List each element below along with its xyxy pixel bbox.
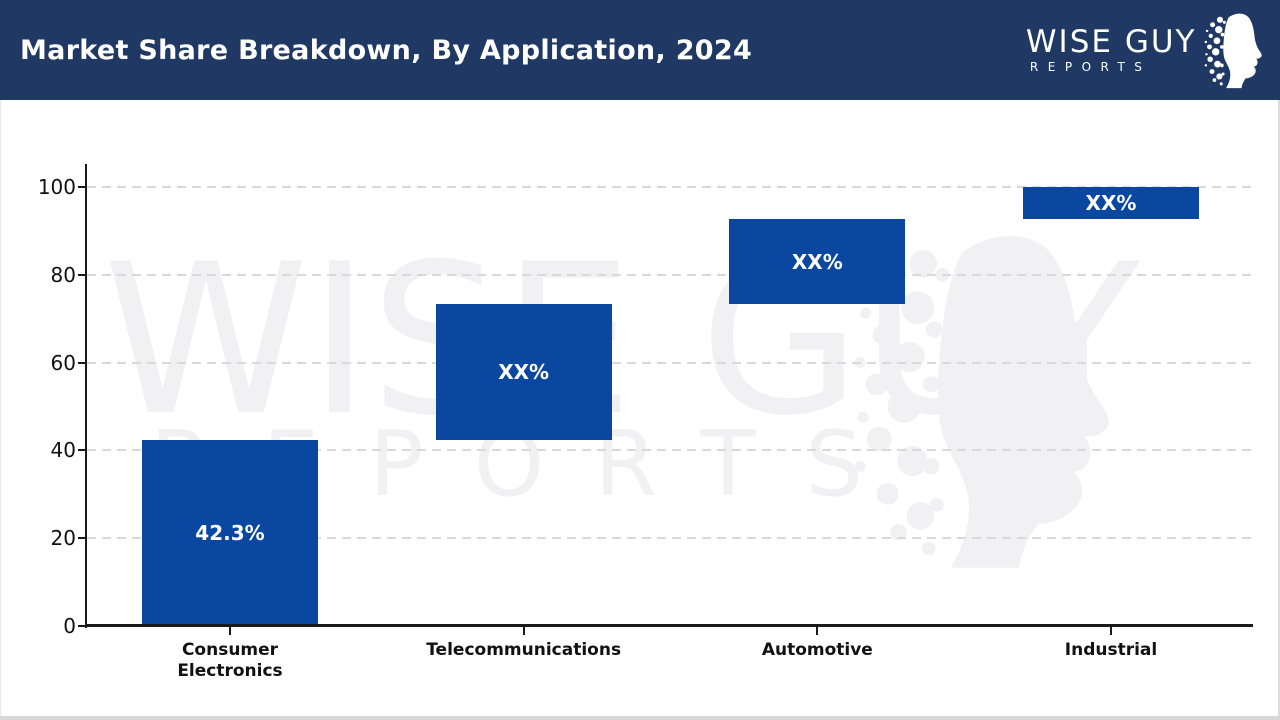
y-tick-label-20: 20 bbox=[50, 526, 76, 551]
x-axis-line bbox=[85, 624, 1253, 627]
page-bottom-trim bbox=[0, 716, 1280, 720]
x-tick-label-consumer-electronics: Consumer Electronics bbox=[177, 640, 283, 681]
bar-value-label: XX% bbox=[1085, 191, 1137, 216]
y-tick-100 bbox=[78, 186, 87, 188]
bar-automotive: XX% bbox=[729, 219, 906, 305]
y-tick-label-80: 80 bbox=[50, 262, 76, 287]
gridline-80 bbox=[87, 273, 1253, 276]
x-tick-consumer-electronics bbox=[229, 627, 231, 635]
bar-telecommunications: XX% bbox=[435, 304, 612, 441]
bar-consumer-electronics: 42.3% bbox=[142, 440, 318, 626]
y-tick-label-100: 100 bbox=[37, 175, 76, 199]
wise-guy-face-icon bbox=[1205, 13, 1263, 89]
y-tick-80 bbox=[78, 273, 87, 276]
x-tick-industrial bbox=[1110, 627, 1112, 635]
y-tick-40 bbox=[78, 449, 87, 452]
gridline-100 bbox=[87, 186, 1253, 188]
y-tick-20 bbox=[78, 537, 87, 540]
y-tick-60 bbox=[78, 361, 87, 364]
y-tick-label-60: 60 bbox=[50, 350, 76, 375]
bar-value-label: 42.3% bbox=[195, 521, 265, 546]
y-axis-line bbox=[85, 164, 87, 628]
page-left-trim bbox=[0, 100, 1, 716]
logo-secondary-text: REPORTS bbox=[1029, 60, 1152, 75]
y-tick-label-40: 40 bbox=[50, 438, 76, 463]
y-tick-label-0: 0 bbox=[63, 614, 76, 638]
gridline-60 bbox=[87, 361, 1253, 364]
wiseguy-logo: WISE GUY REPORTS bbox=[1026, 10, 1266, 90]
bar-industrial: XX% bbox=[1023, 187, 1199, 220]
page-title: Market Share Breakdown, By Application, … bbox=[20, 34, 753, 66]
header-bar: Market Share Breakdown, By Application, … bbox=[0, 0, 1280, 100]
x-tick-telecommunications bbox=[522, 627, 525, 635]
y-tick-0 bbox=[78, 625, 87, 627]
bar-value-label: XX% bbox=[791, 249, 843, 274]
logo-primary-text: WISE GUY bbox=[1025, 23, 1197, 60]
page-right-trim bbox=[1278, 100, 1280, 716]
gridline-20 bbox=[87, 537, 1253, 540]
x-tick-label-industrial: Industrial bbox=[1064, 640, 1158, 660]
x-tick-automotive bbox=[816, 627, 819, 635]
x-tick-label-telecommunications: Telecommunications bbox=[426, 640, 622, 660]
bar-value-label: XX% bbox=[498, 360, 550, 385]
gridline-40 bbox=[87, 449, 1253, 452]
x-tick-label-automotive: Automotive bbox=[761, 640, 873, 660]
